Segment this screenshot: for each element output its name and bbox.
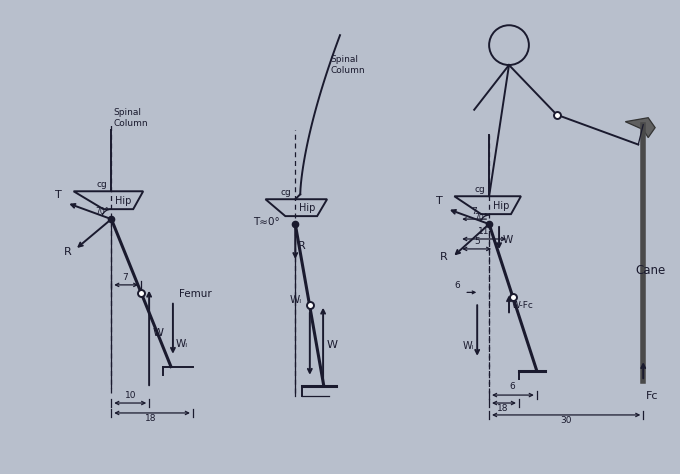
Polygon shape — [626, 118, 655, 137]
Text: W: W — [327, 340, 338, 350]
Text: Cane: Cane — [635, 264, 666, 277]
Text: W-Fc: W-Fc — [512, 301, 534, 310]
Text: R: R — [299, 241, 306, 251]
Text: Femur: Femur — [179, 289, 211, 299]
Text: Wₗ: Wₗ — [176, 339, 188, 349]
Text: T: T — [55, 190, 61, 200]
Text: 30: 30 — [560, 416, 571, 425]
Text: Spinal
Column: Spinal Column — [114, 108, 148, 128]
Text: 70°: 70° — [95, 207, 109, 216]
Text: 18: 18 — [146, 414, 157, 423]
Text: Spinal
Column: Spinal Column — [330, 55, 364, 75]
Text: Wₗ: Wₗ — [290, 295, 302, 305]
Text: R: R — [439, 252, 447, 263]
Text: T: T — [437, 196, 443, 206]
Text: Hip: Hip — [116, 196, 132, 206]
Text: 6: 6 — [454, 282, 460, 291]
Text: cg: cg — [475, 185, 485, 194]
Text: 7: 7 — [122, 273, 128, 282]
Text: R: R — [64, 247, 72, 257]
Text: 6: 6 — [509, 382, 515, 391]
Text: T≈0°: T≈0° — [254, 217, 280, 227]
Text: W: W — [153, 328, 164, 338]
Text: 70°: 70° — [474, 213, 488, 222]
Text: 7: 7 — [471, 207, 477, 216]
Text: 11: 11 — [479, 227, 490, 236]
Text: cg: cg — [97, 180, 107, 189]
Text: Hip: Hip — [493, 201, 509, 211]
Text: Hip: Hip — [299, 203, 316, 213]
Text: 18: 18 — [497, 404, 509, 413]
Text: Wₗ: Wₗ — [463, 341, 474, 351]
Text: W: W — [503, 235, 513, 245]
Text: cg: cg — [281, 188, 291, 197]
Text: 5: 5 — [475, 237, 480, 246]
Text: 10: 10 — [124, 391, 136, 400]
Text: Fc: Fc — [646, 391, 659, 401]
